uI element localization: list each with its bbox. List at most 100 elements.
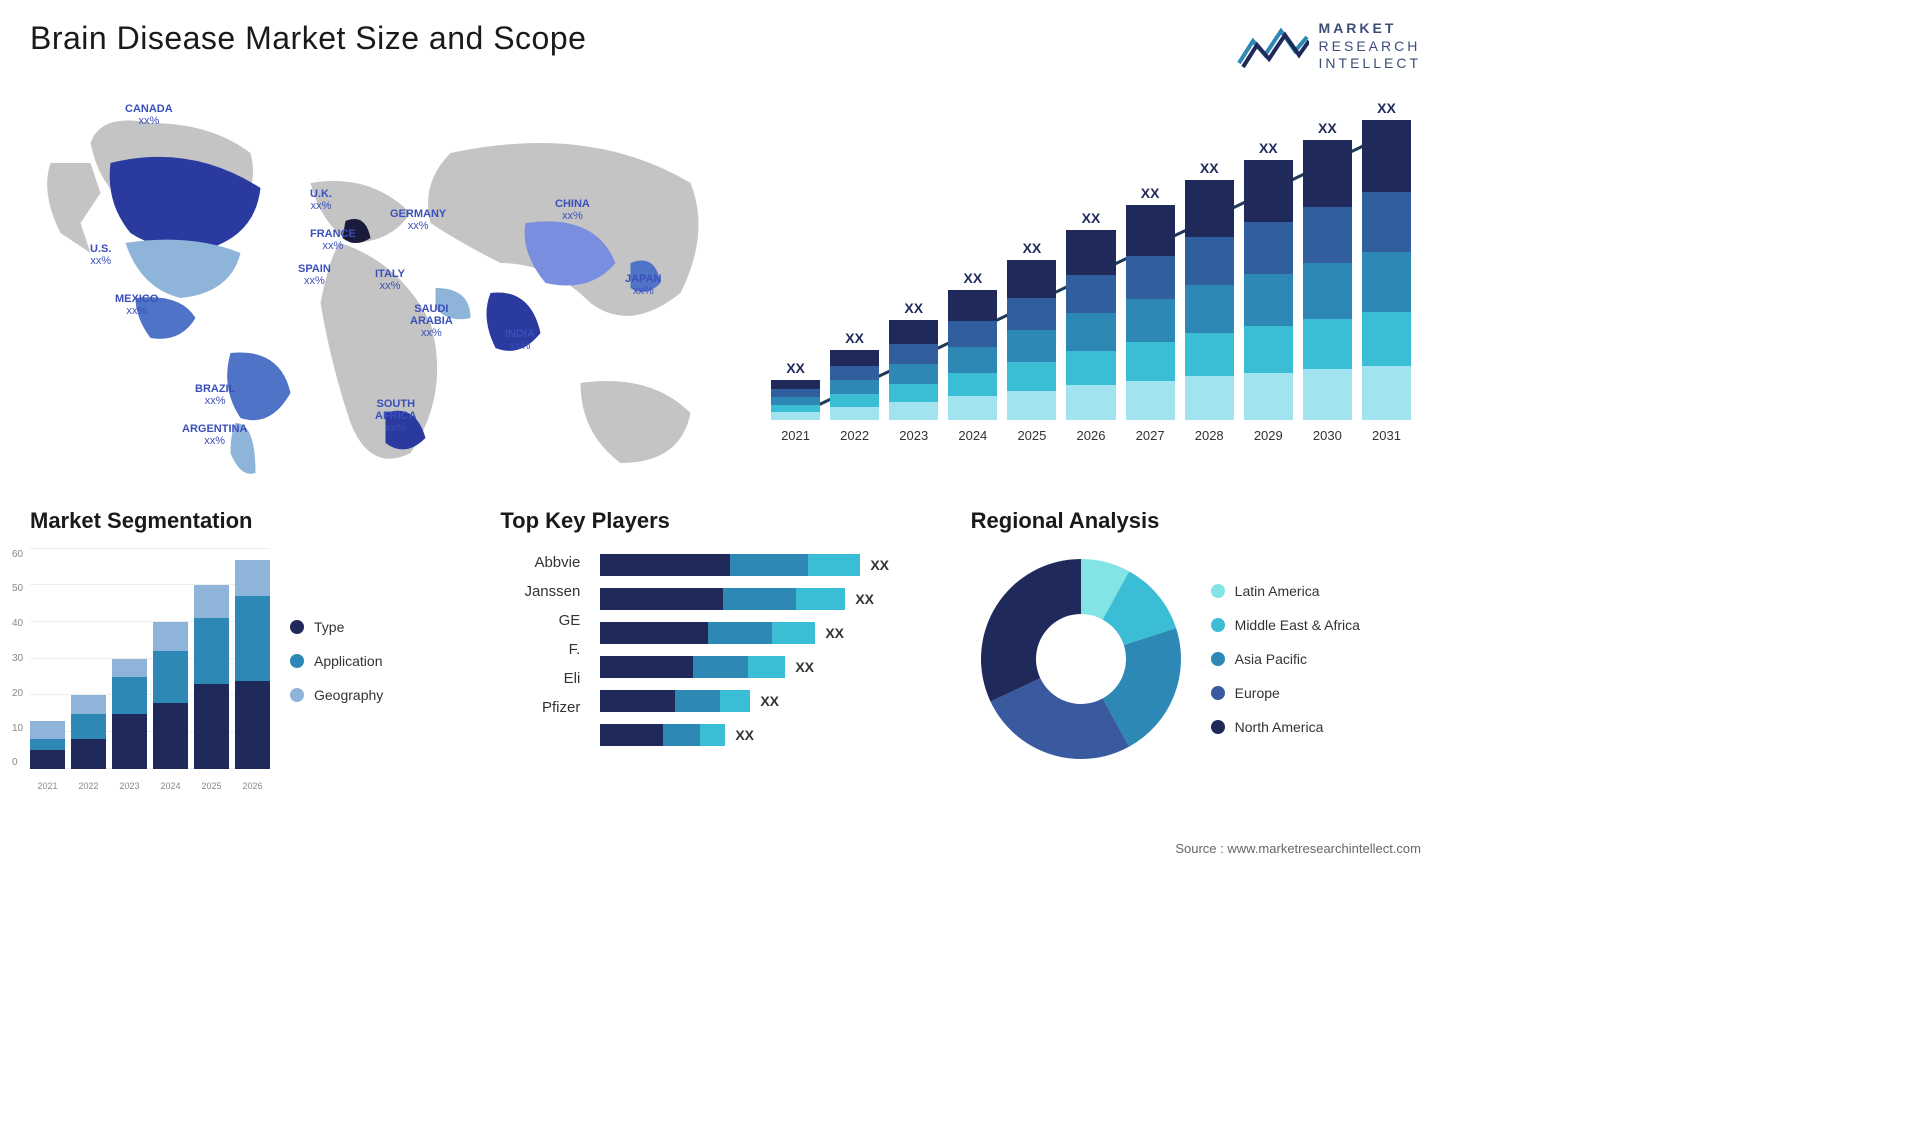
player-row: XX [600, 554, 950, 576]
bar-segment [1007, 330, 1056, 362]
bar-segment [1244, 222, 1293, 274]
seg-bar-segment [235, 560, 270, 597]
seg-bar-segment [30, 750, 65, 768]
bar-segment [1007, 391, 1056, 420]
bar-value-label: XX [1023, 240, 1042, 256]
bar-segment [1303, 369, 1352, 419]
legend-item: Europe [1211, 685, 1360, 701]
bar-segment [830, 350, 879, 367]
bar-segment [1007, 260, 1056, 298]
bar-value-label: XX [845, 330, 864, 346]
legend-label: Latin America [1235, 583, 1320, 599]
bar-segment [1126, 299, 1175, 342]
year-label: 2021 [781, 428, 810, 443]
main-bar-col: XX2027 [1126, 185, 1175, 443]
legend-item: North America [1211, 719, 1360, 735]
seg-bar [153, 622, 188, 769]
bar-segment [1007, 298, 1056, 330]
map-label: SPAINxx% [298, 263, 331, 287]
legend-swatch [290, 654, 304, 668]
bar-segment [1066, 385, 1115, 419]
seg-bar-segment [30, 721, 65, 739]
segmentation-legend: TypeApplicationGeography [290, 549, 383, 799]
players-panel: Top Key Players AbbvieJanssenGEF.EliPfiz… [500, 508, 950, 828]
bar-segment [1126, 256, 1175, 299]
seg-bar-segment [235, 681, 270, 769]
legend-item: Geography [290, 687, 383, 703]
bar-segment [1066, 313, 1115, 351]
bar-segment [1303, 319, 1352, 369]
main-bar [1244, 160, 1293, 420]
player-value: XX [870, 557, 889, 573]
main-bar [830, 350, 879, 420]
player-bar-segment [600, 588, 723, 610]
map-label: CANADAxx% [125, 103, 173, 127]
bar-segment [1362, 312, 1411, 366]
bar-segment [1362, 120, 1411, 192]
map-label: CHINAxx% [555, 198, 590, 222]
bar-segment [1126, 342, 1175, 381]
legend-swatch [290, 688, 304, 702]
bar-segment [1303, 263, 1352, 319]
player-bar-segment [693, 656, 749, 678]
player-bar-segment [748, 656, 785, 678]
year-label: 2028 [1195, 428, 1224, 443]
player-bar-segment [600, 724, 663, 746]
seg-bar-segment [71, 739, 106, 768]
seg-bar-segment [194, 585, 229, 618]
players-title: Top Key Players [500, 508, 950, 534]
segmentation-title: Market Segmentation [30, 508, 480, 534]
player-name: GE [500, 612, 580, 629]
main-bar [1303, 140, 1352, 420]
legend-swatch [290, 620, 304, 634]
player-bar-segment [808, 554, 860, 576]
bar-segment [1066, 351, 1115, 385]
player-row: XX [600, 622, 950, 644]
seg-year-label: 2025 [194, 781, 229, 791]
bar-segment [1362, 192, 1411, 252]
player-names: AbbvieJanssenGEF.EliPfizer [500, 549, 580, 746]
seg-bar [194, 585, 229, 768]
main-bar-col: XX2029 [1244, 140, 1293, 443]
player-bar-segment [675, 690, 720, 712]
player-name: Abbvie [500, 554, 580, 571]
source-text: Source : www.marketresearchintellect.com [1175, 841, 1421, 856]
seg-year-label: 2026 [235, 781, 270, 791]
legend-item: Middle East & Africa [1211, 617, 1360, 633]
bar-segment [889, 320, 938, 344]
bar-segment [948, 321, 997, 347]
main-bar [1126, 205, 1175, 420]
year-label: 2022 [840, 428, 869, 443]
bottom-row: Market Segmentation 0102030405060 202120… [30, 508, 1421, 828]
map-label: INDIAxx% [505, 328, 535, 352]
bar-segment [771, 397, 820, 405]
map-label: BRAZILxx% [195, 383, 235, 407]
bar-segment [889, 344, 938, 364]
bar-value-label: XX [963, 270, 982, 286]
bar-segment [889, 402, 938, 420]
seg-year-label: 2021 [30, 781, 65, 791]
main-bar [1007, 260, 1056, 420]
map-label: SOUTHAFRICAxx% [375, 398, 417, 434]
year-label: 2031 [1372, 428, 1401, 443]
logo-text: MARKET RESEARCH INTELLECT [1319, 20, 1421, 73]
bar-segment [1066, 230, 1115, 276]
player-bar-segment [600, 554, 730, 576]
seg-bar-segment [71, 695, 106, 713]
bar-segment [889, 364, 938, 384]
legend-item: Type [290, 619, 383, 635]
seg-bar-segment [71, 714, 106, 740]
player-row: XX [600, 656, 950, 678]
year-label: 2024 [958, 428, 987, 443]
seg-bar-segment [153, 703, 188, 769]
bar-segment [1244, 160, 1293, 222]
main-bar-col: XX2025 [1007, 240, 1056, 443]
bar-segment [1066, 275, 1115, 313]
bar-segment [771, 389, 820, 397]
top-row: CANADAxx%U.S.xx%MEXICOxx%BRAZILxx%ARGENT… [30, 93, 1421, 483]
main-bar-col: XX2021 [771, 360, 820, 443]
bar-segment [1303, 140, 1352, 207]
player-value: XX [760, 693, 779, 709]
bar-segment [948, 373, 997, 396]
bar-segment [1007, 362, 1056, 391]
